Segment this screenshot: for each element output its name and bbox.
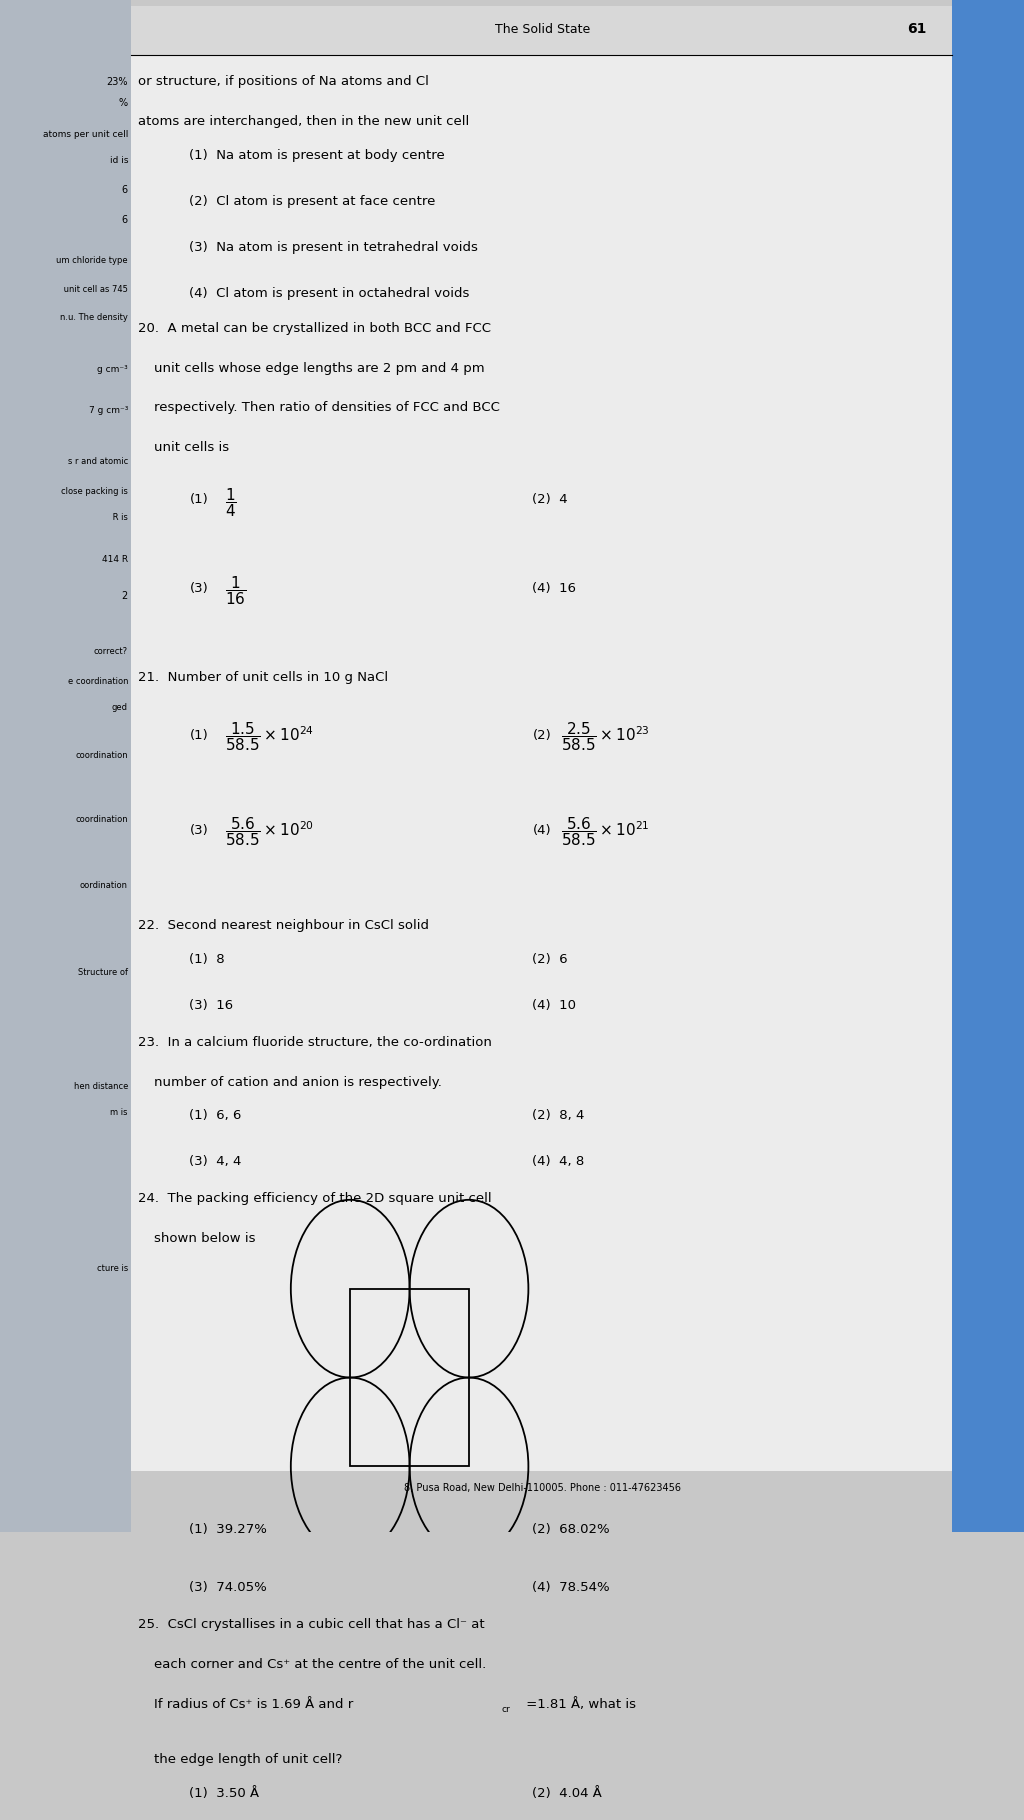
Text: correct?: correct?: [94, 646, 128, 655]
Text: (4)  78.54%: (4) 78.54%: [532, 1582, 610, 1594]
Text: s r and atomic: s r and atomic: [68, 457, 128, 466]
Text: coordination: coordination: [76, 815, 128, 824]
Text: oordination: oordination: [80, 881, 128, 890]
Text: (1): (1): [189, 730, 208, 743]
Text: Structure of: Structure of: [78, 968, 128, 977]
Text: id is: id is: [110, 157, 128, 166]
Text: (2)  4.04 Å: (2) 4.04 Å: [532, 1787, 602, 1800]
Text: (2)  8, 4: (2) 8, 4: [532, 1110, 585, 1123]
Bar: [131, 1471, 952, 1505]
Text: (4)  16: (4) 16: [532, 582, 577, 595]
Text: hen distance: hen distance: [74, 1081, 128, 1090]
Text: 23%: 23%: [106, 76, 128, 87]
Text: coordination: coordination: [76, 752, 128, 759]
Text: R is: R is: [111, 513, 128, 522]
Text: unit cell as 745: unit cell as 745: [61, 286, 128, 295]
Text: 20.  A metal can be crystallized in both BCC and FCC: 20. A metal can be crystallized in both …: [138, 322, 492, 335]
Text: (1): (1): [189, 493, 208, 506]
Text: 24.  The packing efficiency of the 2D square unit cell: 24. The packing efficiency of the 2D squ…: [138, 1192, 492, 1205]
Bar: [131, 5, 952, 1505]
Text: 414 R: 414 R: [101, 555, 128, 564]
Text: respectively. Then ratio of densities of FCC and BCC: respectively. Then ratio of densities of…: [154, 402, 500, 415]
Bar: [0, 0, 131, 1532]
Text: (4)  10: (4) 10: [532, 999, 577, 1012]
Text: 61: 61: [907, 22, 926, 36]
Text: (2)  68.02%: (2) 68.02%: [532, 1523, 610, 1536]
Text: $\dfrac{2.5}{58.5}\times10^{23}$: $\dfrac{2.5}{58.5}\times10^{23}$: [561, 721, 650, 753]
Text: (1)  39.27%: (1) 39.27%: [189, 1523, 267, 1536]
Text: $\dfrac{1}{16}$: $\dfrac{1}{16}$: [225, 575, 247, 608]
Text: um chloride type: um chloride type: [56, 257, 128, 266]
Text: or structure, if positions of Na atoms and Cl: or structure, if positions of Na atoms a…: [138, 75, 429, 87]
Text: (4)  4, 8: (4) 4, 8: [532, 1156, 585, 1168]
Text: (1)  8: (1) 8: [189, 954, 225, 966]
Text: $\dfrac{1}{4}$: $\dfrac{1}{4}$: [225, 486, 237, 519]
Text: m is: m is: [111, 1108, 128, 1117]
Text: e coordination: e coordination: [68, 677, 128, 686]
Bar: [350, 1289, 469, 1467]
Text: 25.  CsCl crystallises in a cubic cell that has a Cl⁻ at: 25. CsCl crystallises in a cubic cell th…: [138, 1618, 485, 1631]
Text: 2: 2: [122, 592, 128, 601]
Text: (3): (3): [189, 824, 208, 837]
Text: (3)  Na atom is present in tetrahedral voids: (3) Na atom is present in tetrahedral vo…: [189, 240, 478, 253]
Text: close packing is: close packing is: [61, 488, 128, 497]
Text: n.u. The density: n.u. The density: [60, 313, 128, 322]
Text: (2)  6: (2) 6: [532, 954, 568, 966]
Text: cr: cr: [502, 1705, 511, 1714]
Bar: [131, 5, 952, 55]
Text: unit cells is: unit cells is: [154, 440, 228, 455]
Text: The Solid State: The Solid State: [495, 22, 591, 36]
Text: (4): (4): [532, 824, 551, 837]
Text: (3)  74.05%: (3) 74.05%: [189, 1582, 267, 1594]
Text: 21.  Number of unit cells in 10 g NaCl: 21. Number of unit cells in 10 g NaCl: [138, 672, 388, 684]
Text: 8, Pusa Road, New Delhi-110005. Phone : 011-47623456: 8, Pusa Road, New Delhi-110005. Phone : …: [404, 1483, 681, 1492]
Text: g cm⁻³: g cm⁻³: [97, 364, 128, 373]
Text: %: %: [119, 98, 128, 107]
Text: (3)  4, 4: (3) 4, 4: [189, 1156, 242, 1168]
Text: If radius of Cs⁺ is 1.69 Å and r: If radius of Cs⁺ is 1.69 Å and r: [154, 1698, 353, 1711]
Text: atoms are interchanged, then in the new unit cell: atoms are interchanged, then in the new …: [138, 115, 469, 127]
Text: unit cells whose edge lengths are 2 pm and 4 pm: unit cells whose edge lengths are 2 pm a…: [154, 362, 484, 375]
Text: 6: 6: [122, 215, 128, 224]
Text: (2): (2): [532, 730, 551, 743]
Text: cture is: cture is: [96, 1265, 128, 1274]
Text: $\dfrac{1.5}{58.5}\times10^{24}$: $\dfrac{1.5}{58.5}\times10^{24}$: [225, 721, 314, 753]
Text: (2)  4: (2) 4: [532, 493, 568, 506]
Text: 22.  Second nearest neighbour in CsCl solid: 22. Second nearest neighbour in CsCl sol…: [138, 919, 429, 932]
Text: 7 g cm⁻³: 7 g cm⁻³: [89, 406, 128, 415]
Text: number of cation and anion is respectively.: number of cation and anion is respective…: [154, 1076, 441, 1088]
Text: (1)  3.50 Å: (1) 3.50 Å: [189, 1787, 259, 1800]
Text: (1)  6, 6: (1) 6, 6: [189, 1110, 242, 1123]
Text: each corner and Cs⁺ at the centre of the unit cell.: each corner and Cs⁺ at the centre of the…: [154, 1658, 485, 1671]
Text: (4)  Cl atom is present in octahedral voids: (4) Cl atom is present in octahedral voi…: [189, 286, 470, 300]
Text: shown below is: shown below is: [154, 1232, 255, 1245]
Text: (3): (3): [189, 582, 208, 595]
Text: (1)  Na atom is present at body centre: (1) Na atom is present at body centre: [189, 149, 445, 162]
Text: ged: ged: [112, 703, 128, 712]
Text: 23.  In a calcium fluoride structure, the co-ordination: 23. In a calcium fluoride structure, the…: [138, 1036, 493, 1048]
Text: $\dfrac{5.6}{58.5}\times10^{20}$: $\dfrac{5.6}{58.5}\times10^{20}$: [225, 815, 314, 848]
Text: 6: 6: [122, 186, 128, 195]
Text: =1.81 Å, what is: =1.81 Å, what is: [522, 1698, 636, 1711]
Text: the edge length of unit cell?: the edge length of unit cell?: [154, 1753, 342, 1765]
Text: $\dfrac{5.6}{58.5}\times10^{21}$: $\dfrac{5.6}{58.5}\times10^{21}$: [561, 815, 650, 848]
Text: atoms per unit cell: atoms per unit cell: [43, 131, 128, 140]
Text: (3)  16: (3) 16: [189, 999, 233, 1012]
Bar: [952, 0, 1024, 1532]
Text: (2)  Cl atom is present at face centre: (2) Cl atom is present at face centre: [189, 195, 436, 207]
